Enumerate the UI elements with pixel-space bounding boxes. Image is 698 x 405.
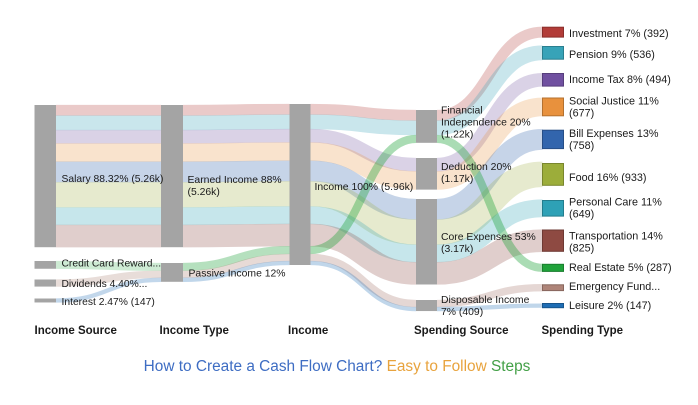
svg-text:(677): (677): [569, 108, 594, 120]
svg-text:Passive Income 12%: Passive Income 12%: [189, 269, 286, 280]
svg-text:Bill Expenses 13%: Bill Expenses 13%: [569, 128, 659, 140]
svg-text:Core Expenses 53%: Core Expenses 53%: [441, 232, 536, 243]
svg-text:Food 16% (933): Food 16% (933): [569, 172, 646, 184]
svg-text:(3.17k): (3.17k): [441, 244, 473, 255]
svg-text:(758): (758): [569, 140, 594, 152]
svg-text:Credit Card Reward...: Credit Card Reward...: [62, 259, 162, 270]
svg-text:(825): (825): [569, 243, 594, 255]
svg-text:Social Justice 11%: Social Justice 11%: [569, 96, 659, 108]
svg-text:Spending Type: Spending Type: [542, 325, 624, 337]
svg-text:Investment 7% (392): Investment 7% (392): [569, 28, 669, 40]
svg-text:Dividends 4.40%...: Dividends 4.40%...: [62, 279, 148, 290]
svg-text:7% (409): 7% (409): [441, 307, 483, 318]
svg-text:Deduction 20%: Deduction 20%: [441, 162, 511, 173]
svg-text:Financial: Financial: [441, 106, 483, 117]
svg-text:Transportation 14%: Transportation 14%: [569, 231, 663, 243]
svg-text:Income Tax 8% (494): Income Tax 8% (494): [569, 74, 671, 86]
svg-text:Real Estate 5% (287): Real Estate 5% (287): [569, 262, 672, 274]
svg-text:Income: Income: [288, 325, 328, 337]
svg-text:Emergency Fund...: Emergency Fund...: [569, 281, 660, 293]
svg-text:Income Source: Income Source: [35, 325, 117, 337]
svg-text:How to Create a Cash Flow Char: How to Create a Cash Flow Chart? Easy to…: [144, 358, 531, 375]
svg-text:Income 100% (5.96k): Income 100% (5.96k): [315, 182, 414, 193]
svg-text:(649): (649): [569, 209, 594, 221]
svg-text:Salary 88.32% (5.26k): Salary 88.32% (5.26k): [62, 174, 164, 185]
svg-text:Income Type: Income Type: [160, 325, 229, 337]
svg-text:Spending Source: Spending Source: [414, 325, 509, 337]
svg-text:(1.17k): (1.17k): [441, 174, 473, 185]
svg-text:Pension 9% (536): Pension 9% (536): [569, 49, 655, 61]
svg-text:Independence 20%: Independence 20%: [441, 118, 531, 129]
svg-text:Disposable Income: Disposable Income: [441, 295, 530, 306]
svg-text:Personal Care 11%: Personal Care 11%: [569, 197, 662, 209]
svg-text:Leisure 2% (147): Leisure 2% (147): [569, 300, 651, 312]
svg-text:Earned Income 88%: Earned Income 88%: [188, 175, 282, 186]
svg-text:Interest 2.47% (147): Interest 2.47% (147): [62, 297, 155, 308]
svg-text:(5.26k): (5.26k): [188, 187, 220, 198]
svg-text:(1.22k): (1.22k): [441, 130, 473, 141]
